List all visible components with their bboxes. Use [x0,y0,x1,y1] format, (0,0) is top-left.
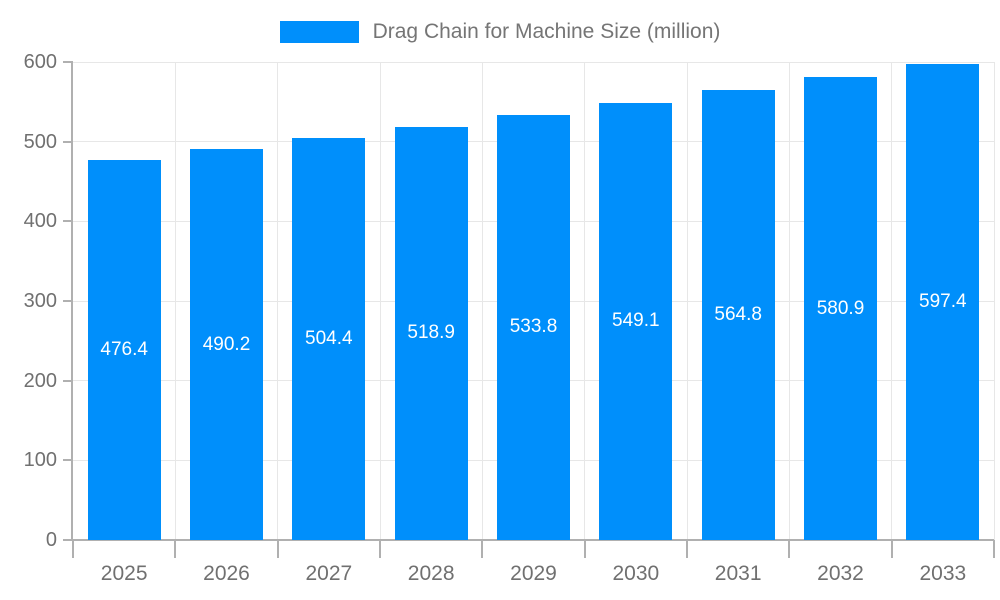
x-axis-label: 2029 [510,562,557,585]
bar-2027[interactable] [292,138,366,540]
x-gridline [481,62,483,540]
y-axis-tick [63,61,73,63]
bar-2025[interactable] [87,160,161,540]
x-axis-tick [686,540,688,558]
y-axis-tick [63,300,73,302]
y-axis-label: 100 [23,449,57,472]
x-axis-label: 2031 [714,562,762,585]
x-gridline [891,62,893,540]
y-axis-label: 300 [23,290,57,312]
bar-2032[interactable] [804,77,877,540]
x-gridline [686,62,688,540]
x-axis-label: 2026 [203,562,250,585]
x-axis-tick [788,540,791,558]
x-axis-label: 2027 [305,562,353,585]
x-axis-tick [993,540,995,558]
bar-2031[interactable] [701,90,775,540]
bar-2026[interactable] [190,149,263,540]
x-axis-tick [583,540,586,558]
x-gridline [379,62,381,540]
x-axis-label: 2028 [407,562,455,585]
y-axis-label: 400 [23,210,57,233]
x-gridline [584,62,586,540]
bar-2030[interactable] [599,102,673,540]
y-axis-label: 0 [45,529,57,551]
x-gridline [788,62,790,540]
x-axis-tick [890,540,893,558]
y-axis-tick [63,220,73,223]
y-axis-tick [63,459,73,462]
legend-swatch-icon [279,21,359,43]
x-axis-tick [481,540,484,558]
x-axis-line [63,539,994,541]
x-axis-label: 2030 [612,562,660,585]
y-axis-tick [63,140,73,143]
bar-2033[interactable] [906,64,980,540]
y-gridline [73,61,994,63]
x-axis-tick [72,540,74,558]
x-axis-label: 2025 [100,562,148,585]
x-gridline [174,62,176,540]
x-gridline [277,62,279,540]
x-axis-tick [379,540,381,558]
y-axis-line [71,62,73,540]
y-axis-label: 600 [23,51,57,73]
x-axis-label: 2033 [919,562,967,585]
y-axis-label: 200 [23,369,57,392]
x-axis-label: 2032 [817,562,864,585]
x-axis-tick [276,540,279,558]
x-axis-tick [174,540,177,558]
y-axis-tick [63,379,73,382]
legend[interactable]: Drag Chain for Machine Size (million) [0,19,1000,45]
x-gridline [993,62,995,540]
legend-label: Drag Chain for Machine Size (million) [372,20,721,43]
y-axis-label: 500 [23,130,57,153]
bar-2028[interactable] [394,126,468,540]
bar-2029[interactable] [497,114,570,540]
